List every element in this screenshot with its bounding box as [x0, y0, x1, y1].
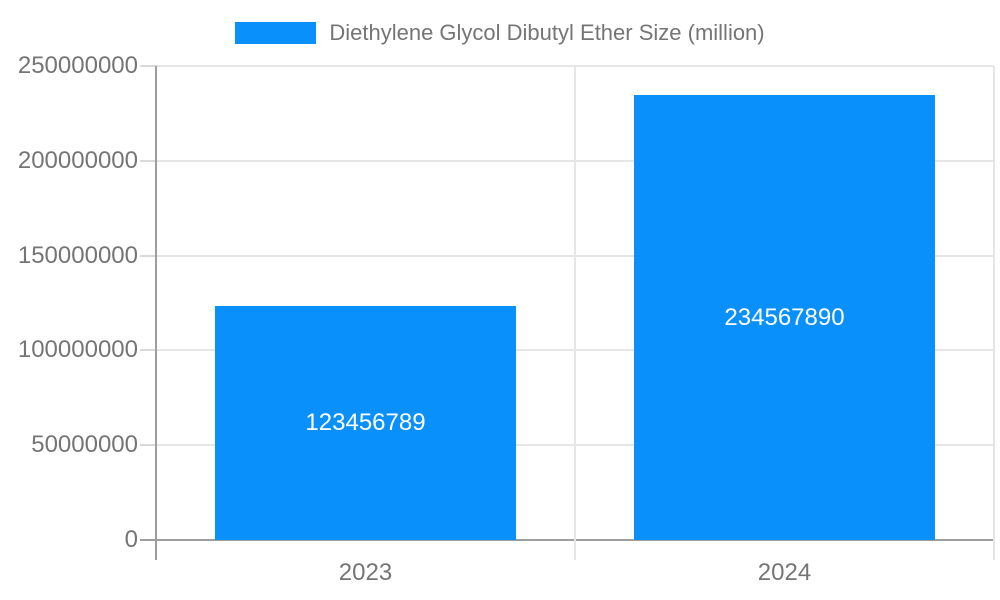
legend[interactable]: Diethylene Glycol Dibutyl Ether Size (mi…	[0, 20, 1000, 46]
x-axis-label-2024: 2024	[757, 559, 812, 586]
bar-2024[interactable]	[633, 95, 936, 540]
bar-value-label-2023: 123456789	[305, 408, 426, 436]
x-axis-label-2023: 2023	[338, 559, 393, 586]
y-tick-250000000	[140, 65, 156, 67]
bar-2023[interactable]	[214, 305, 517, 540]
legend-swatch[interactable]	[235, 22, 317, 44]
y-axis-line	[155, 66, 157, 560]
y-tick-100000000	[140, 349, 156, 352]
y-tick-0	[140, 539, 156, 541]
y-axis-label-0: 0	[124, 526, 138, 553]
y-axis-label-150000000: 150000000	[17, 241, 138, 269]
y-tick-150000000	[140, 254, 156, 257]
plot-right-border	[993, 66, 995, 560]
y-axis-label-200000000: 200000000	[17, 146, 138, 174]
legend-label[interactable]: Diethylene Glycol Dibutyl Ether Size (mi…	[329, 20, 765, 45]
category-divider	[574, 66, 576, 560]
y-tick-50000000	[140, 444, 156, 447]
y-tick-200000000	[140, 159, 156, 162]
y-axis-label-50000000: 50000000	[31, 431, 138, 459]
bar-value-label-2024: 234567890	[724, 303, 845, 331]
y-axis-label-250000000: 250000000	[17, 52, 138, 79]
y-axis-label-100000000: 100000000	[17, 336, 138, 364]
